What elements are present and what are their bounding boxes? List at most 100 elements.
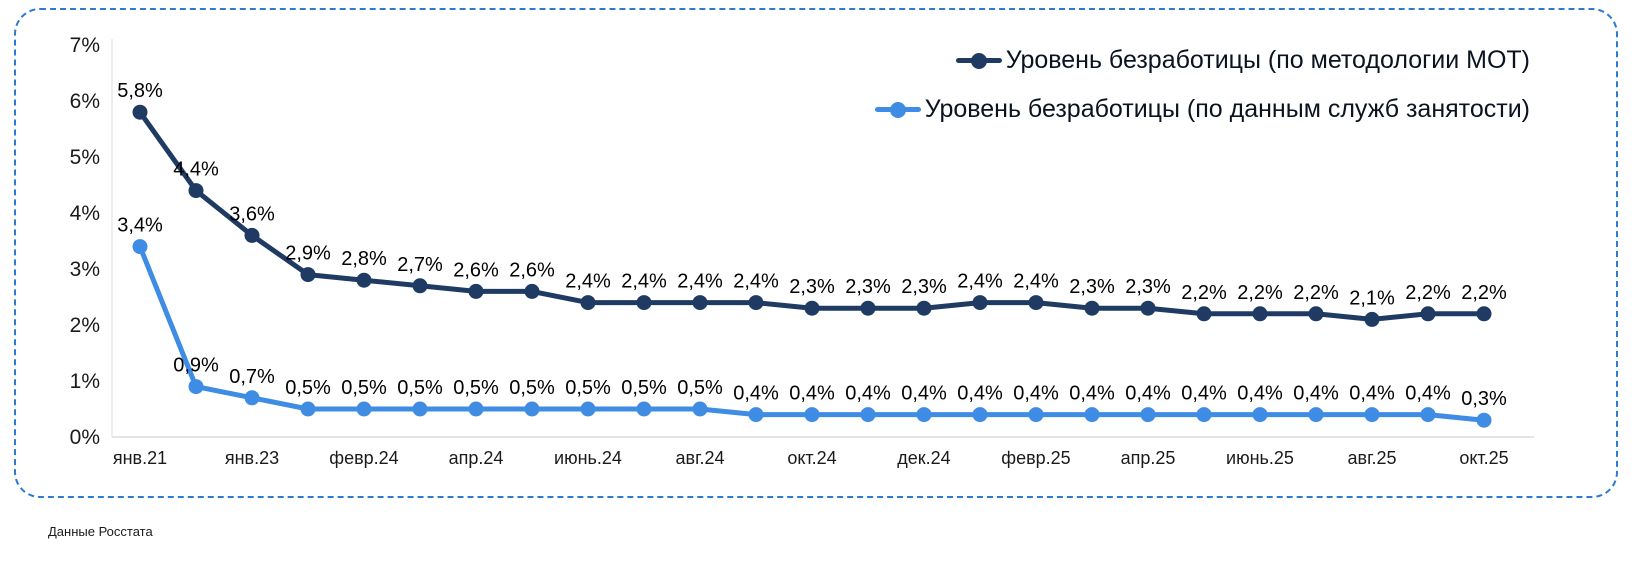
x-tick-label: дек.24: [897, 448, 950, 468]
data-label-s1-6: 0,5%: [453, 377, 499, 399]
data-label-s1-0: 3,4%: [117, 215, 163, 237]
data-label-s0-16: 2,4%: [1013, 271, 1059, 293]
data-label-s1-22: 0,4%: [1349, 383, 1395, 405]
data-label-s1-9: 0,5%: [621, 377, 667, 399]
data-point-s1-9: [636, 401, 652, 417]
x-tick-label: февр.25: [1001, 448, 1070, 468]
x-tick-label: июнь.24: [554, 448, 622, 468]
data-point-s1-3: [300, 401, 316, 417]
data-point-s1-14: [916, 407, 932, 423]
legend-label-mot: Уровень безработицы (по методологии МОТ): [1005, 46, 1530, 74]
data-label-s1-11: 0,4%: [733, 383, 779, 405]
source-note: Данные Росстата: [48, 524, 153, 539]
data-label-s0-24: 2,2%: [1461, 282, 1507, 304]
data-point-s0-11: [748, 295, 764, 311]
y-tick-label: 7%: [70, 34, 100, 57]
data-label-s0-21: 2,2%: [1293, 282, 1339, 304]
data-point-s0-12: [804, 300, 820, 316]
data-point-s0-9: [636, 295, 652, 311]
data-point-s0-24: [1476, 306, 1492, 322]
data-label-s0-23: 2,2%: [1405, 282, 1451, 304]
data-label-s1-15: 0,4%: [957, 383, 1003, 405]
data-label-s1-12: 0,4%: [789, 383, 835, 405]
x-tick-label: окт.24: [787, 448, 836, 468]
data-point-s0-1: [188, 183, 204, 199]
legend-label-employment-services: Уровень безработицы (по данным служб зан…: [924, 95, 1530, 123]
legend-dot-icon-employment-services: [889, 101, 906, 118]
chart-legend: Уровень безработицы (по методологии МОТ)…: [874, 46, 1530, 124]
data-point-s1-16: [1028, 407, 1044, 423]
y-tick-label: 0%: [70, 426, 100, 449]
data-point-s1-20: [1252, 407, 1268, 423]
data-point-s0-17: [1084, 300, 1100, 316]
data-point-s0-4: [356, 272, 372, 288]
data-label-s1-3: 0,5%: [285, 377, 331, 399]
data-point-s1-10: [692, 401, 708, 417]
legend-line-icon-employment-services: [874, 101, 921, 118]
x-tick-label: апр.25: [1121, 448, 1176, 468]
data-label-s0-10: 2,4%: [677, 271, 723, 293]
data-point-s0-3: [300, 267, 316, 283]
data-point-s0-16: [1028, 295, 1044, 311]
y-tick-label: 1%: [70, 370, 100, 393]
data-point-s0-13: [860, 300, 876, 316]
data-label-s1-5: 0,5%: [397, 377, 443, 399]
legend-dot-icon-mot: [970, 52, 987, 69]
data-point-s0-2: [244, 227, 260, 243]
data-point-s0-21: [1308, 306, 1324, 322]
data-point-s1-0: [132, 239, 148, 255]
data-point-s1-7: [524, 401, 540, 417]
data-point-s0-5: [412, 278, 428, 294]
data-point-s0-20: [1252, 306, 1268, 322]
data-label-s0-20: 2,2%: [1237, 282, 1283, 304]
data-label-s0-14: 2,3%: [901, 276, 947, 298]
data-label-s1-2: 0,7%: [229, 366, 275, 388]
data-label-s0-1: 4,4%: [173, 159, 219, 181]
data-point-s0-14: [916, 300, 932, 316]
data-point-s1-17: [1084, 407, 1100, 423]
x-tick-label: окт.25: [1459, 448, 1508, 468]
data-point-s1-13: [860, 407, 876, 423]
data-point-s1-12: [804, 407, 820, 423]
data-label-s1-23: 0,4%: [1405, 383, 1451, 405]
data-label-s1-18: 0,4%: [1125, 383, 1171, 405]
data-label-s0-8: 2,4%: [565, 271, 611, 293]
data-point-s1-6: [468, 401, 484, 417]
data-label-s0-6: 2,6%: [453, 259, 499, 281]
y-tick-label: 2%: [70, 314, 100, 337]
legend-line-icon-mot: [955, 52, 1002, 69]
data-label-s0-19: 2,2%: [1181, 282, 1227, 304]
data-label-s1-21: 0,4%: [1293, 383, 1339, 405]
data-label-s0-3: 2,9%: [285, 243, 331, 265]
legend-item-employment-services: Уровень безработицы (по данным служб зан…: [874, 95, 1530, 124]
data-label-s0-12: 2,3%: [789, 276, 835, 298]
data-point-s1-5: [412, 401, 428, 417]
data-label-s1-16: 0,4%: [1013, 383, 1059, 405]
data-label-s1-4: 0,5%: [341, 377, 387, 399]
data-point-s0-23: [1420, 306, 1436, 322]
x-tick-label: янв.23: [225, 448, 279, 468]
x-tick-label: апр.24: [449, 448, 504, 468]
data-label-s1-8: 0,5%: [565, 377, 611, 399]
data-point-s1-4: [356, 401, 372, 417]
data-point-s0-8: [580, 295, 596, 311]
data-point-s0-19: [1196, 306, 1212, 322]
data-point-s1-2: [244, 390, 260, 406]
y-tick-label: 6%: [70, 90, 100, 113]
x-tick-label: июнь.25: [1226, 448, 1294, 468]
data-label-s1-20: 0,4%: [1237, 383, 1283, 405]
legend-item-mot: Уровень безработицы (по методологии МОТ): [955, 46, 1530, 75]
data-point-s0-10: [692, 295, 708, 311]
data-label-s0-2: 3,6%: [229, 203, 275, 225]
data-label-s1-19: 0,4%: [1181, 383, 1227, 405]
data-point-s1-15: [972, 407, 988, 423]
data-point-s0-22: [1364, 311, 1380, 327]
data-label-s0-13: 2,3%: [845, 276, 891, 298]
data-point-s0-0: [132, 104, 148, 120]
x-tick-label: авг.25: [1348, 448, 1397, 468]
data-label-s1-1: 0,9%: [173, 355, 219, 377]
data-label-s0-18: 2,3%: [1125, 276, 1171, 298]
x-tick-label: февр.24: [329, 448, 398, 468]
y-tick-label: 5%: [70, 146, 100, 169]
